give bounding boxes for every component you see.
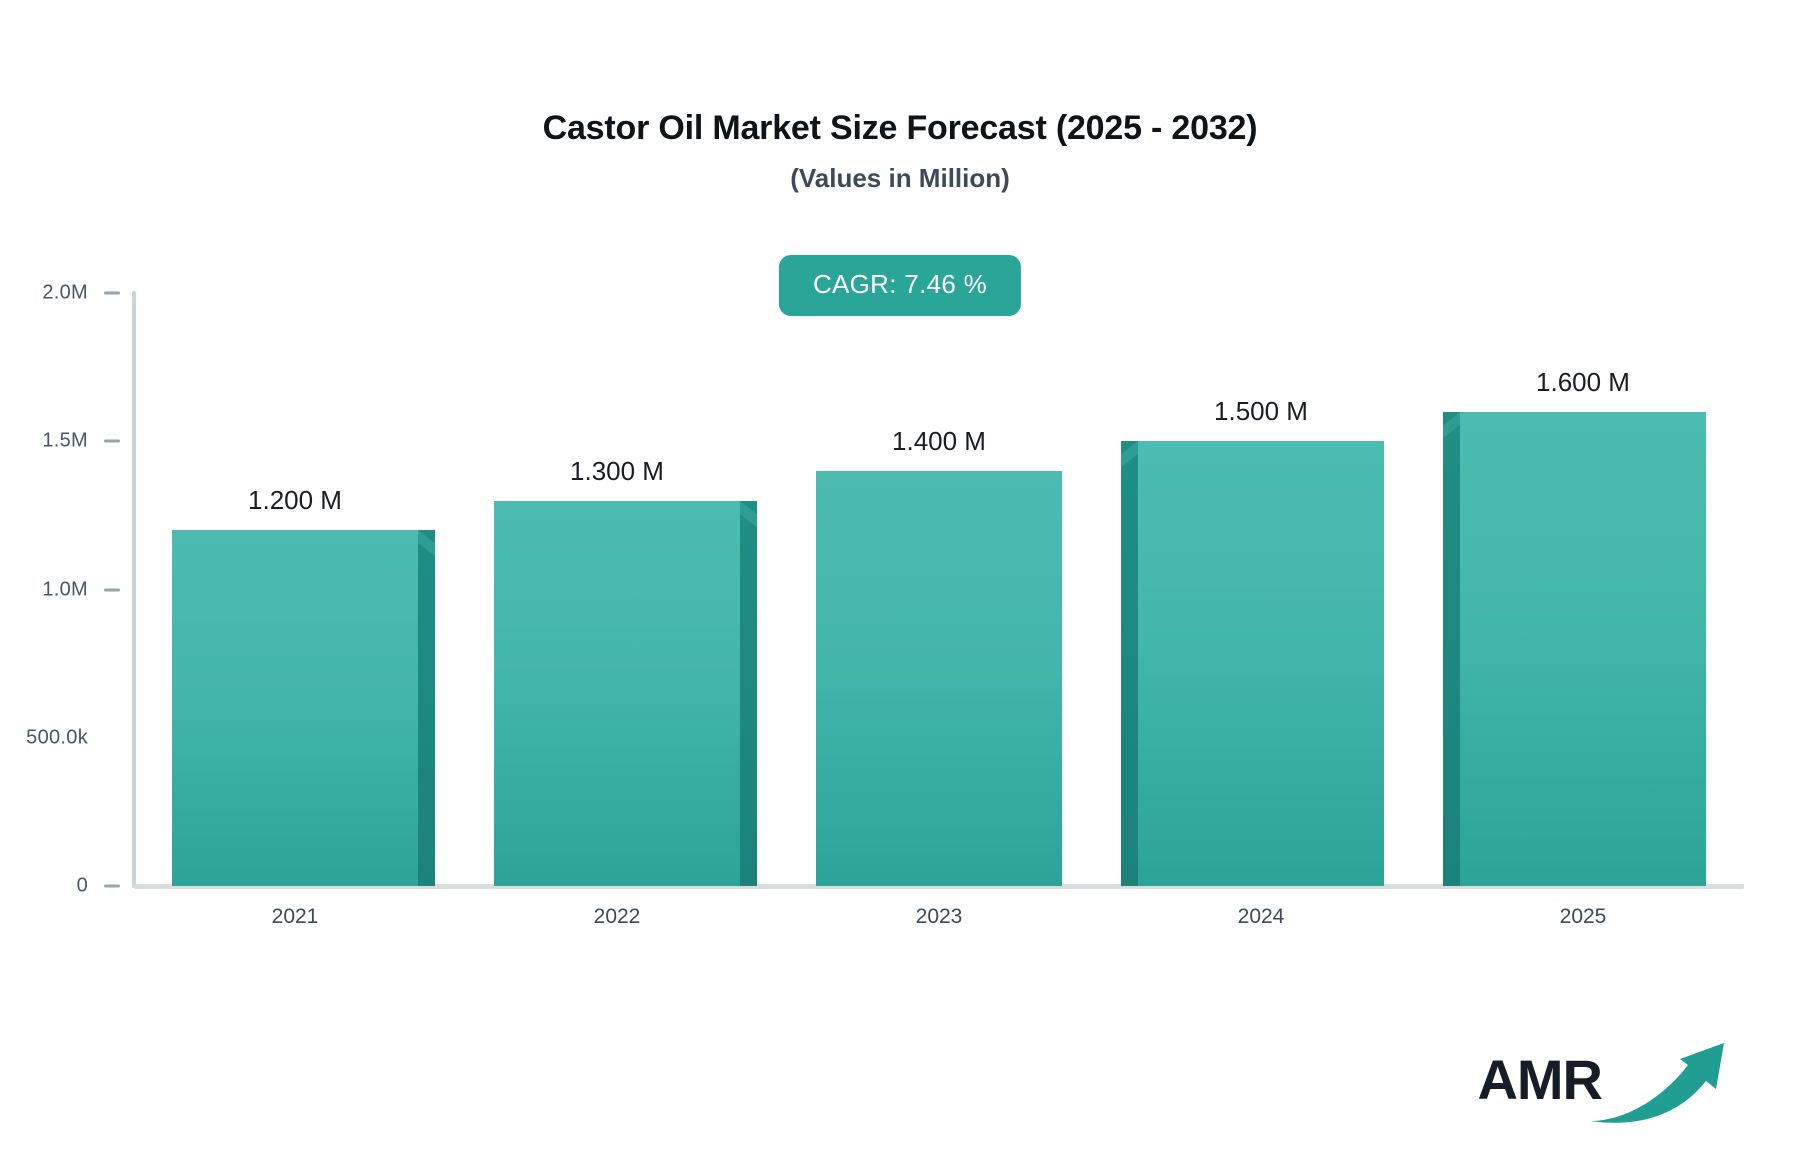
chart-title: Castor Oil Market Size Forecast (2025 - … — [542, 109, 1258, 147]
y-axis-tick-label: 0 — [76, 874, 88, 897]
bar-side-face — [418, 530, 435, 886]
plot-area: 2.0M 1.5M 1.0M 500.0k 0 1.200 M 1.300 M 1.400 … — [26, 282, 1744, 897]
bar-front-face — [816, 470, 1062, 886]
bar[interactable]: 1.300 M — [494, 456, 757, 886]
y-axis-tick-label: 500.0k — [26, 726, 88, 749]
y-axis-tick-label: 1.5M — [42, 429, 88, 452]
bar-value-label: 1.200 M — [248, 485, 342, 516]
x-axis-label: 2022 — [593, 905, 641, 928]
x-axis-label: 2023 — [915, 905, 963, 928]
y-axis-tick-mark — [104, 588, 120, 591]
bar-front-face — [172, 530, 418, 886]
bar[interactable]: 1.500 M — [1121, 396, 1384, 886]
bar-group[interactable]: 1.200 M — [172, 293, 435, 886]
bar-group[interactable]: 1.300 M — [494, 293, 757, 886]
y-axis-tick-mark — [104, 439, 120, 443]
y-axis-tick-mark — [104, 884, 120, 888]
y-axis-tick: 2.0M — [42, 282, 134, 305]
bar-group[interactable]: 1.400 M — [816, 293, 1062, 886]
bar-front-face — [1460, 411, 1706, 886]
bar-group[interactable]: 1.600 M — [1443, 293, 1706, 886]
bar[interactable]: 1.400 M — [816, 426, 1062, 886]
y-axis-tick: 500.0k — [26, 726, 134, 749]
y-axis-tick: 0 — [77, 875, 134, 898]
x-axis-label: 2025 — [1559, 905, 1607, 928]
bar-side-face — [740, 500, 757, 886]
bar-front-face — [1138, 441, 1384, 886]
chart-subtitle: (Values in Million) — [790, 162, 1010, 193]
y-axis-tick-mark — [104, 291, 120, 295]
x-axis-label: 2024 — [1237, 905, 1285, 928]
x-axis-line — [134, 884, 1744, 889]
bar-side-face — [1121, 441, 1138, 886]
bar[interactable]: 1.200 M — [172, 485, 435, 886]
x-axis-label: 2021 — [271, 905, 319, 928]
y-axis-tick-label: 2.0M — [42, 281, 88, 304]
bar[interactable]: 1.600 M — [1443, 367, 1706, 886]
bar-value-label: 1.300 M — [570, 455, 664, 486]
bar-value-label: 1.500 M — [1214, 396, 1308, 427]
bar-side-face — [1443, 411, 1460, 886]
bar-group[interactable]: 1.500 M — [1121, 293, 1384, 886]
cagr-badge: CAGR: 7.46 % — [778, 255, 1022, 316]
bar-value-label: 1.600 M — [1536, 366, 1630, 397]
y-axis-tick: 1.5M — [42, 430, 134, 453]
y-axis-tick: 1.0M — [42, 578, 134, 601]
amr-logo: AMR — [1477, 1035, 1734, 1124]
bar-front-face — [494, 500, 740, 886]
bar-value-label: 1.400 M — [892, 425, 986, 456]
growth-arrow-icon — [1590, 1035, 1734, 1124]
amr-logo-text: AMR — [1477, 1047, 1603, 1111]
y-axis-tick-mark — [104, 736, 120, 739]
y-axis-line — [132, 291, 136, 888]
y-axis-tick-label: 1.0M — [42, 578, 88, 600]
title-block: Castor Oil Market Size Forecast (2025 - … — [0, 108, 1800, 194]
